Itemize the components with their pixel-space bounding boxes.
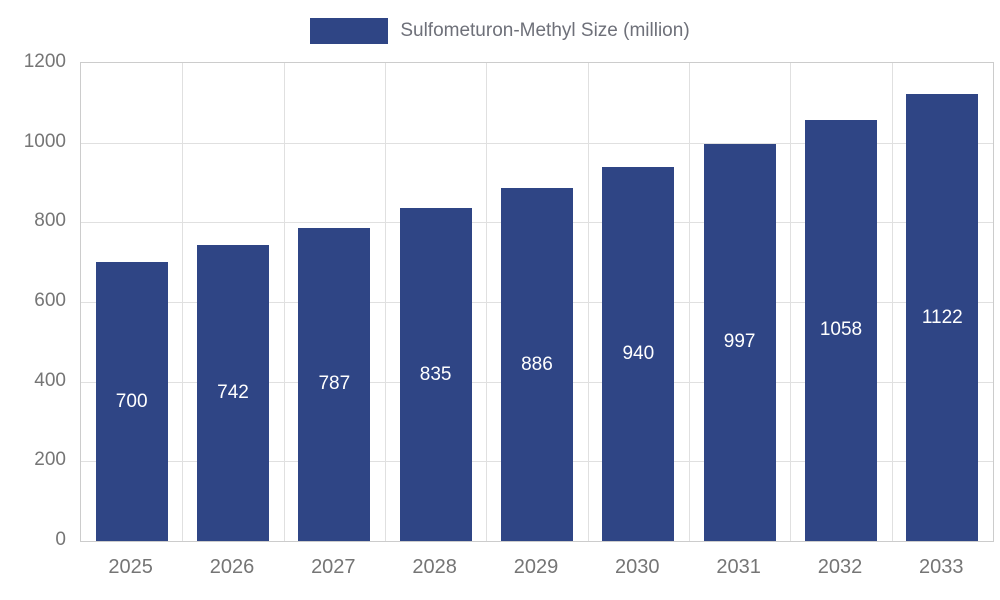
bar-slot: 997 xyxy=(689,63,790,541)
v-gridline xyxy=(182,63,184,541)
x-tick-label: 2029 xyxy=(513,556,559,578)
plot-area: 700 742 787 835 886 940 997 1058 1122 xyxy=(80,62,994,542)
y-tick-label: 400 xyxy=(34,369,66,391)
bar-value-label: 886 xyxy=(521,353,553,375)
bar-value-label: 997 xyxy=(723,331,756,353)
x-tick-label: 2026 xyxy=(209,556,255,578)
bar-2030: 940 xyxy=(602,166,675,541)
bar-slot: 835 xyxy=(385,63,486,541)
x-tick-label: 2032 xyxy=(817,556,863,578)
y-axis-labels: 0 200 400 600 800 1000 1200 xyxy=(0,51,72,550)
x-tick-label: 2025 xyxy=(108,556,153,578)
x-tick-label: 2031 xyxy=(716,556,761,578)
x-tick-label: 2033 xyxy=(919,556,964,578)
y-tick-label: 800 xyxy=(34,210,66,232)
v-gridline xyxy=(688,63,690,541)
bar-value-label: 700 xyxy=(115,390,148,412)
bar-2028: 835 xyxy=(399,208,472,541)
legend-label[interactable]: Sulfometuron-Methyl Size (million) xyxy=(400,20,690,41)
v-gridline xyxy=(384,63,386,541)
v-gridline xyxy=(891,63,893,541)
bar-value-label: 787 xyxy=(318,373,351,395)
bar-value-label: 1122 xyxy=(921,306,963,328)
bar-2027: 787 xyxy=(298,227,371,541)
bar-slot: 742 xyxy=(182,63,283,541)
h-gridline xyxy=(81,142,993,144)
bar-slot: 1122 xyxy=(892,63,993,541)
bar-value-label: 742 xyxy=(217,382,249,404)
bar-2026: 742 xyxy=(197,245,269,541)
bar-value-label: 940 xyxy=(622,342,655,364)
bar-value-label: 1058 xyxy=(819,319,863,341)
legend[interactable]: Sulfometuron-Methyl Size (million) xyxy=(0,16,1000,46)
y-tick-label: 1000 xyxy=(23,130,66,152)
x-tick-label: 2028 xyxy=(412,556,457,578)
x-tick-label: 2027 xyxy=(311,556,356,578)
bar-slot: 700 xyxy=(81,63,182,541)
bar-slot: 940 xyxy=(588,63,689,541)
y-tick-label: 600 xyxy=(34,290,66,311)
v-gridline xyxy=(587,63,589,541)
v-gridline xyxy=(790,63,792,541)
bar-slot: 787 xyxy=(284,63,385,541)
bar-slot: 1058 xyxy=(790,63,891,541)
y-tick-label: 200 xyxy=(34,449,66,471)
y-tick-label: 0 xyxy=(55,529,66,550)
bar-2029: 886 xyxy=(501,188,573,541)
bar-2033: 1122 xyxy=(906,94,979,541)
y-tick-label: 1200 xyxy=(23,51,66,72)
bar-slot: 886 xyxy=(486,63,587,541)
bars: 700 742 787 835 886 940 997 1058 1122 xyxy=(81,63,993,541)
legend-swatch[interactable] xyxy=(310,18,389,44)
bar-2025: 700 xyxy=(95,262,168,541)
v-gridline xyxy=(486,63,488,541)
x-tick-label: 2030 xyxy=(615,556,660,578)
v-gridline xyxy=(283,63,285,541)
bar-value-label: 835 xyxy=(419,363,452,385)
bar-2031: 997 xyxy=(703,143,776,541)
bar-2032: 1058 xyxy=(804,119,877,541)
x-axis-labels: 2025 2026 2027 2028 2029 2030 2031 2032 2033 xyxy=(80,556,992,579)
